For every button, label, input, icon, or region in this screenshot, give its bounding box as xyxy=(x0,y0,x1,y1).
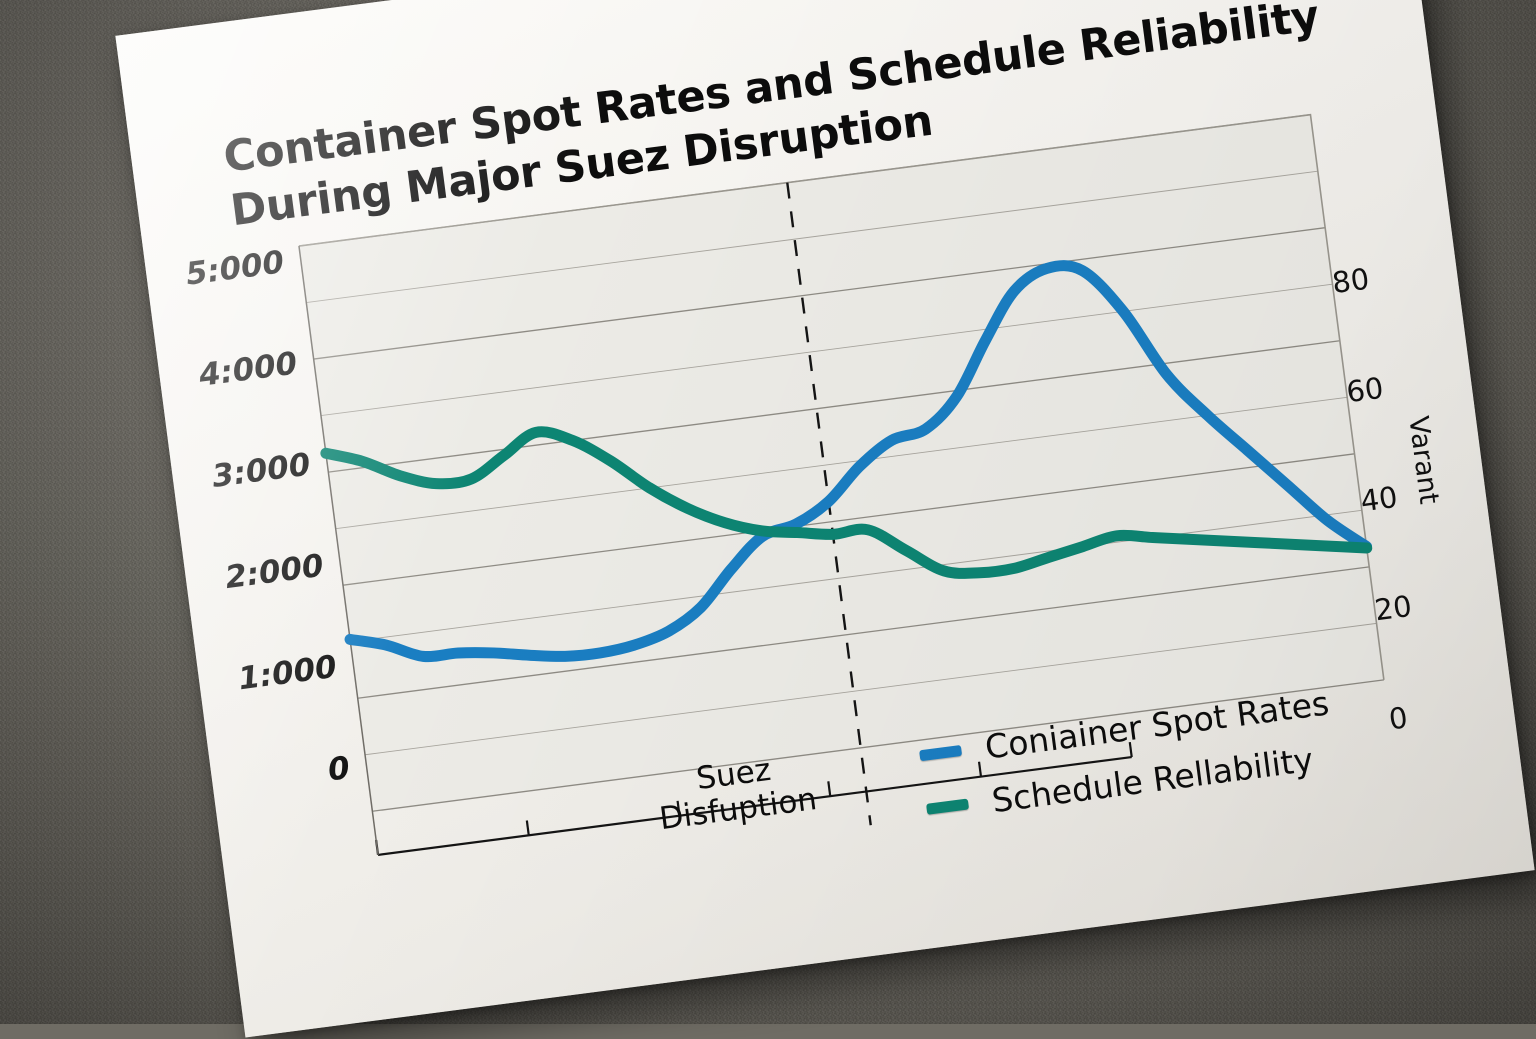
legend-swatch-schedule-reliability xyxy=(925,798,970,815)
line-container-spot-rates xyxy=(344,260,1373,663)
plot-area xyxy=(298,113,1385,857)
x-axis xyxy=(298,245,1133,857)
chart-figure: Container Spot Rates and Schedule Reliab… xyxy=(115,0,1534,1038)
printed-chart-sheet: Container Spot Rates and Schedule Reliab… xyxy=(115,0,1535,1038)
legend-swatch-container-spot-rates xyxy=(919,744,963,761)
line-schedule-reliability xyxy=(320,426,1373,579)
plot-frame xyxy=(298,113,1385,681)
